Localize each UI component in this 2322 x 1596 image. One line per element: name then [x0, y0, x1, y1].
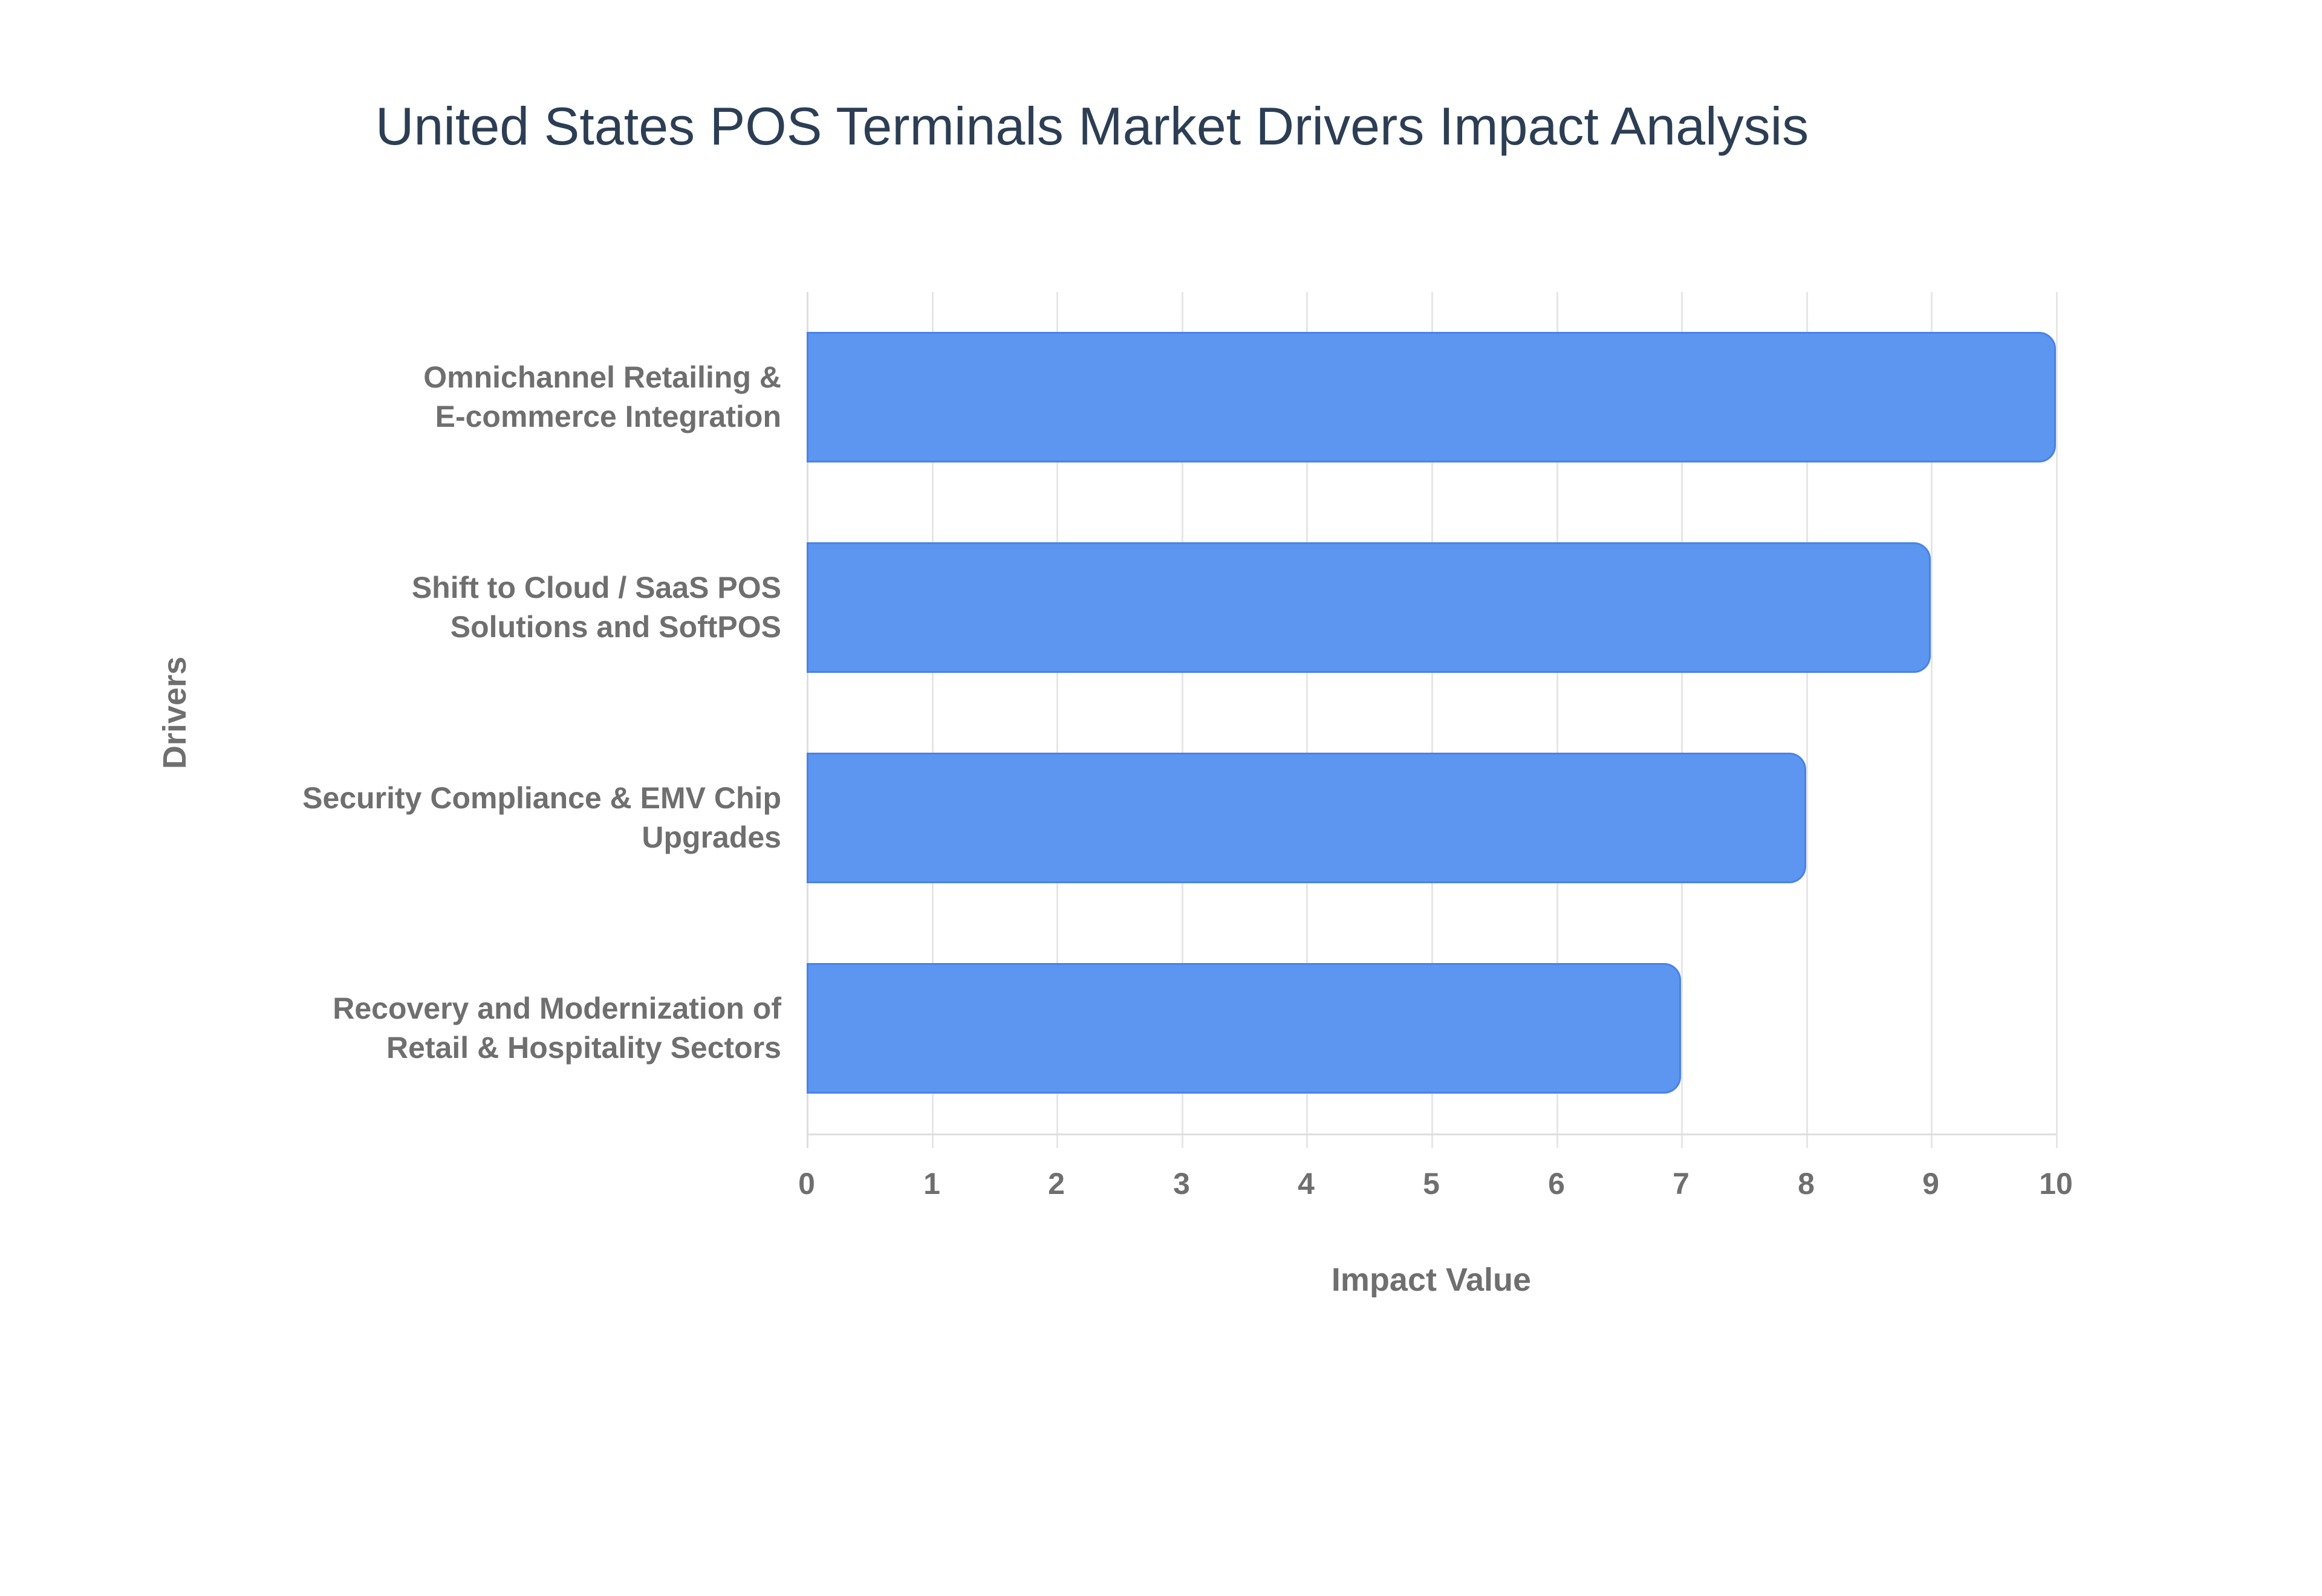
- x-gridline-3: [1182, 292, 1183, 1148]
- y-tick-label-4: Recovery and Modernization of Retail & H…: [333, 991, 781, 1065]
- x-gridline-7: [1681, 292, 1683, 1148]
- y-axis-title: Drivers: [157, 656, 193, 770]
- x-gridline-0: [807, 292, 808, 1148]
- x-gridline-9: [1931, 292, 1933, 1148]
- x-tick-label-8: 8: [1798, 1167, 1815, 1201]
- x-tick-label-7: 7: [1673, 1167, 1689, 1201]
- chart-title: United States POS Terminals Market Drive…: [375, 96, 1809, 156]
- x-gridline-4: [1306, 292, 1308, 1148]
- x-tick-label-5: 5: [1423, 1167, 1440, 1201]
- x-gridline-1: [932, 292, 934, 1148]
- x-axis-title: Impact Value: [1331, 1262, 1532, 1298]
- bar-3[interactable]: [807, 753, 1806, 883]
- x-tick-label-0: 0: [798, 1167, 815, 1201]
- x-gridline-5: [1431, 292, 1433, 1148]
- x-gridline-6: [1556, 292, 1558, 1148]
- y-tick-label-1: Omnichannel Retailing & E-commerce Integ…: [423, 360, 781, 433]
- x-tick-label-2: 2: [1048, 1167, 1065, 1201]
- x-tick-label-9: 9: [1922, 1167, 1939, 1201]
- x-tick-label-6: 6: [1548, 1167, 1565, 1201]
- x-gridline-2: [1056, 292, 1058, 1148]
- bar-2[interactable]: [807, 542, 1931, 673]
- plot-area: [807, 292, 2058, 1148]
- x-gridline-10: [2056, 292, 2058, 1148]
- x-gridline-8: [1806, 292, 1808, 1148]
- x-tick-label-3: 3: [1173, 1167, 1190, 1201]
- y-tick-label-3: Security Compliance & EMV Chip Upgrades: [302, 781, 781, 854]
- x-tick-label-4: 4: [1298, 1167, 1315, 1201]
- x-axis-line: [807, 1134, 2056, 1135]
- bar-1[interactable]: [807, 332, 2056, 462]
- x-tick-label-10: 10: [2039, 1167, 2073, 1201]
- y-tick-label-2: Shift to Cloud / SaaS POS Solutions and …: [411, 571, 781, 644]
- bar-4[interactable]: [807, 963, 1681, 1094]
- x-tick-label-1: 1: [923, 1167, 940, 1201]
